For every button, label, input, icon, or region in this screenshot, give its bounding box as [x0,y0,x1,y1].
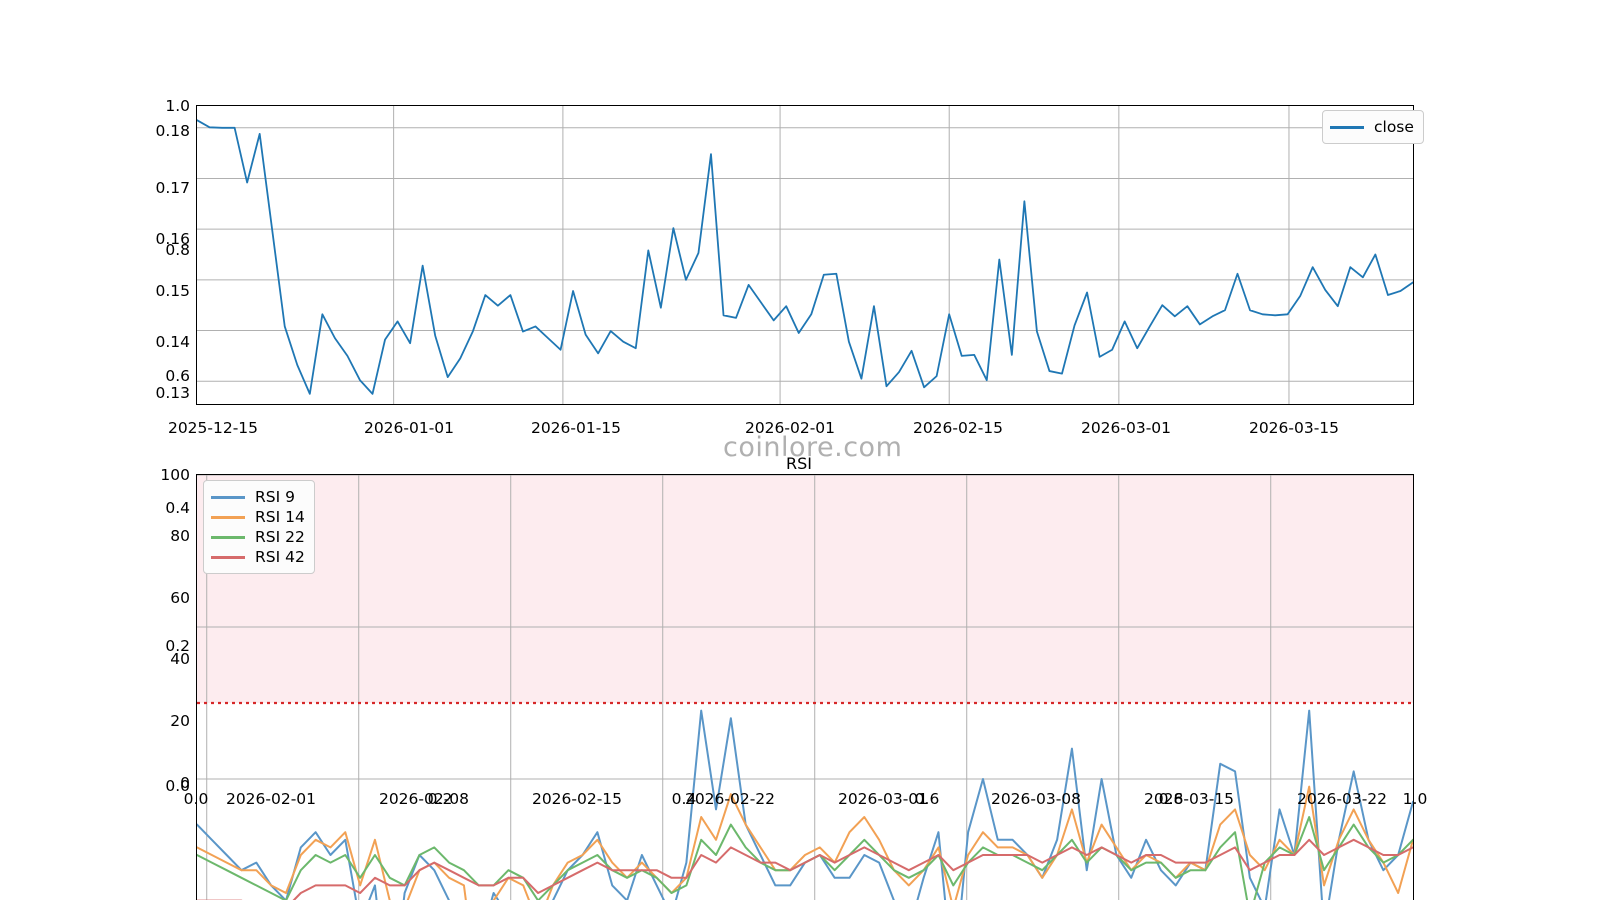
legend-item-rsi-42[interactable]: RSI 42 [211,547,305,567]
price-xtick-6: 2026-03-15 [1248,419,1340,437]
rsi14-line-icon [211,515,245,519]
rsi-xtick-date-1: 2026-02-08 [378,790,470,808]
rsi-xtick-date-2: 2026-02-15 [531,790,623,808]
rsi-xtick-date-5: 2026-03-08 [990,790,1082,808]
price-xtick-0: 2025-12-15 [167,419,259,437]
rsi-ytick-norm-0-4: 0.4 [165,499,190,517]
price-plot-area [196,105,1414,405]
legend-item-rsi-14[interactable]: RSI 14 [211,507,305,527]
price-ytick-0-17: 0.17 [155,179,190,197]
rsi-ytick-80: 80 [170,527,190,545]
rsi-xtick-norm-0-4: 0.4 [671,790,697,808]
price-xtick-1: 2026-01-01 [363,419,455,437]
price-ytick-norm-1-0: 1.0 [165,97,190,115]
rsi-ytick-norm-0-0: 0.0 [165,777,190,795]
legend-label-rsi-42: RSI 42 [255,548,305,566]
rsi-title: RSI [786,454,812,473]
price-ytick-0-16: 0.16 [155,230,190,248]
rsi-ytick-40: 40 [170,650,190,668]
price-ytick-0-18: 0.18 [155,122,190,140]
rsi-xtick-date-4: 2026-03-01 [837,790,929,808]
price-ytick-norm-0-6: 0.6 [165,367,190,385]
price-xtick-4: 2026-02-15 [912,419,1004,437]
rsi-xtick-norm-0-6: 0.6 [914,790,940,808]
legend-label-rsi-22: RSI 22 [255,528,305,546]
rsi22-line-icon [211,535,245,539]
rsi-xtick-date-0: 2026-02-01 [225,790,317,808]
rsi-ytick-norm-0-2: 0.2 [165,637,190,655]
rsi-legend[interactable]: RSI 9 RSI 14 RSI 22 RSI 42 [203,480,315,574]
price-legend[interactable]: close [1322,110,1424,144]
close-line-icon [1330,125,1364,129]
price-ytick-0-14: 0.14 [155,333,190,351]
rsi-xtick-norm-0-2: 0.2 [427,790,453,808]
legend-item-close[interactable]: close [1330,117,1414,137]
legend-item-rsi-9[interactable]: RSI 9 [211,487,305,507]
legend-label-close: close [1374,118,1414,136]
price-ytick-norm-0-8: 0.8 [165,241,190,259]
price-panel: 0.18 0.17 0.16 0.15 0.14 0.13 1.0 0.8 0.… [155,97,1424,437]
price-ytick-0-15: 0.15 [155,282,190,300]
rsi-xtick-norm-1-0: 1.0 [1402,790,1428,808]
price-xtick-2: 2026-01-15 [530,419,622,437]
legend-label-rsi-14: RSI 14 [255,508,305,526]
rsi-panel: RSI 100 80 60 40 20 0 0.4 0.2 0.0 2026-0… [0,450,1600,900]
price-xtick-5: 2026-03-01 [1080,419,1172,437]
rsi-xtick-date-7: 2026-03-22 [1296,790,1388,808]
rsi42-line-icon [211,555,245,559]
rsi-ytick-0: 0 [180,774,190,792]
rsi-ytick-100: 100 [160,466,190,484]
price-xtick-3: 2026-02-01 [744,419,836,437]
rsi-ytick-20: 20 [170,712,190,730]
rsi-xtick-date-6: 2026-03-15 [1143,790,1235,808]
price-ytick-0-13: 0.13 [155,384,190,402]
rsi9-line-icon [211,495,245,499]
rsi-xtick-date-3: 2026-02-22 [684,790,776,808]
legend-label-rsi-9: RSI 9 [255,488,295,506]
rsi-xtick-norm-0-8: 0.8 [1158,790,1184,808]
watermark: coinlore.com [723,432,903,463]
rsi-xtick-norm-0-0: 0.0 [183,790,209,808]
legend-item-rsi-22[interactable]: RSI 22 [211,527,305,547]
rsi-ytick-60: 60 [170,589,190,607]
rsi-plot-area [196,474,1414,900]
